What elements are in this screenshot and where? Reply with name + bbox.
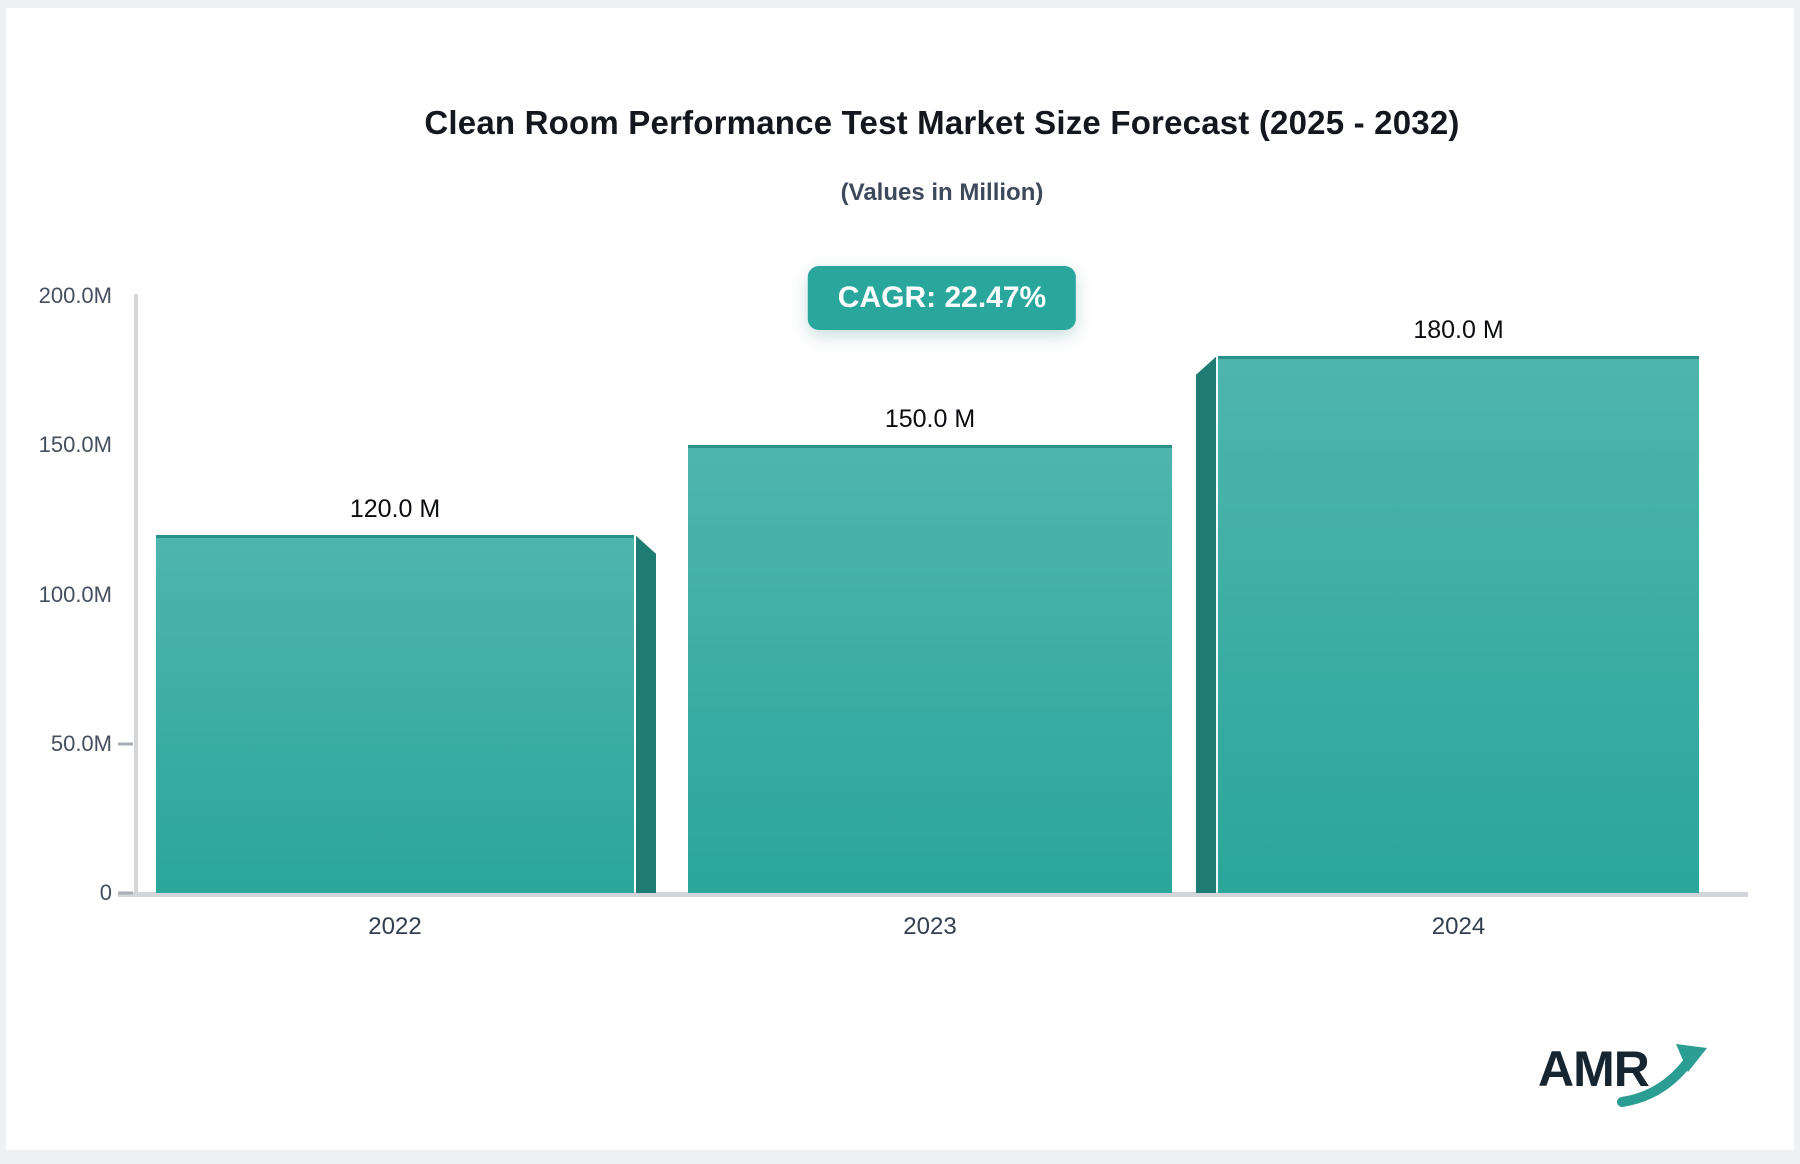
x-tick-label: 2023 [903, 913, 956, 941]
y-tick-label: 200.0M [6, 283, 112, 309]
y-tick-dash [118, 742, 133, 745]
bar-2023 [688, 445, 1172, 893]
y-tick-label: 150.0M [6, 432, 112, 458]
bar-3d-side [1196, 357, 1216, 893]
x-tick-label: 2024 [1432, 913, 1485, 941]
bar-chart-plot-area: 200.0M 150.0M 100.0M 50.0M 0 120.0 M 2022 150.0… [6, 8, 1800, 1164]
bar-value-label: 150.0 M [885, 405, 975, 434]
y-axis-line [134, 294, 138, 895]
bar-2024 [1218, 356, 1699, 893]
trend-up-arrow-icon [1604, 1036, 1716, 1114]
y-tick-label: 100.0M [6, 582, 112, 608]
amr-logo: AMR [1538, 1040, 1713, 1115]
bar-value-label: 180.0 M [1413, 316, 1503, 345]
y-tick-label: 50.0M [6, 731, 112, 757]
y-tick-label: 0 [6, 880, 112, 906]
y-tick-dash [118, 892, 133, 895]
chart-card: Clean Room Performance Test Market Size … [6, 8, 1794, 1150]
bar-2022 [156, 535, 634, 893]
x-tick-label: 2022 [368, 913, 421, 941]
bar-3d-side [636, 536, 656, 893]
bar-value-label: 120.0 M [350, 495, 440, 524]
